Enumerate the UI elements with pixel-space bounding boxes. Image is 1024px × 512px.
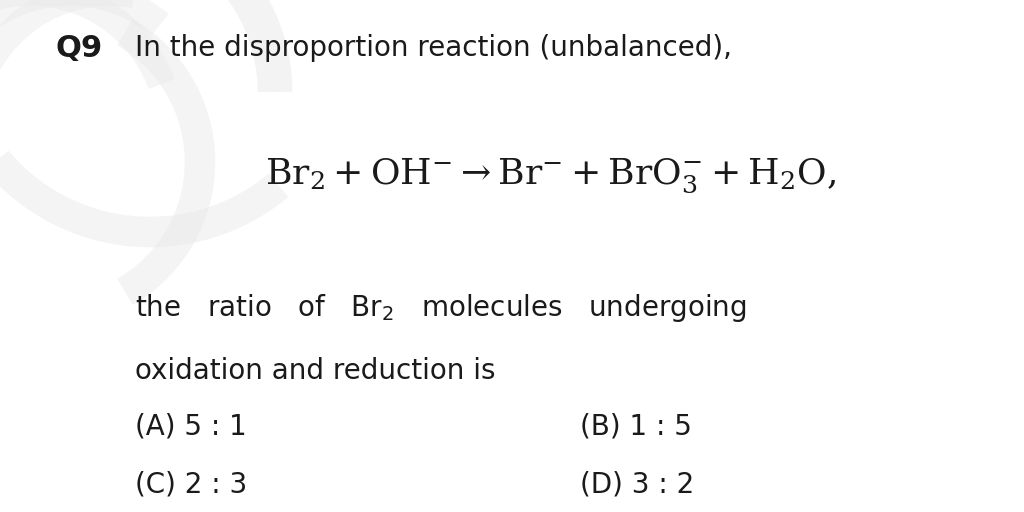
Text: (B) 1 : 5: (B) 1 : 5	[580, 412, 692, 440]
Text: In the disproportion reaction (unbalanced),: In the disproportion reaction (unbalance…	[135, 34, 732, 62]
Text: oxidation and reduction is: oxidation and reduction is	[135, 357, 496, 385]
Text: (A) 5 : 1: (A) 5 : 1	[135, 412, 247, 440]
Text: (D) 3 : 2: (D) 3 : 2	[580, 470, 694, 498]
Text: (C) 2 : 3: (C) 2 : 3	[135, 470, 247, 498]
Text: Q9: Q9	[55, 34, 102, 63]
Text: the   ratio   of   $\mathrm{Br_2}$   molecules   undergoing: the ratio of $\mathrm{Br_2}$ molecules u…	[135, 292, 746, 324]
Text: $\mathrm{Br_2 + OH^{-} \rightarrow Br^{-} + BrO_3^{-} + H_2O,}$: $\mathrm{Br_2 + OH^{-} \rightarrow Br^{-…	[264, 157, 836, 195]
